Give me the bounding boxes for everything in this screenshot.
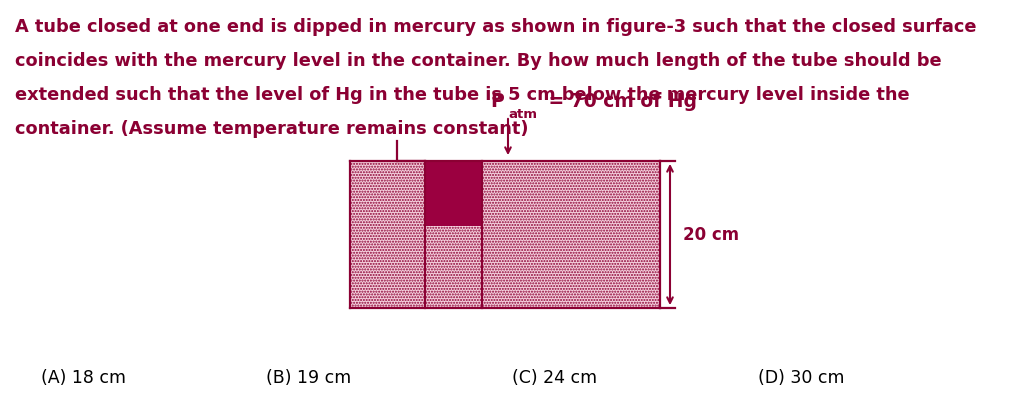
Bar (425, 161, 482, 226)
Text: 20 cm: 20 cm (683, 225, 739, 243)
Text: extended such that the level of Hg in the tube is 5 cm below the mercury level i: extended such that the level of Hg in th… (15, 86, 909, 104)
Bar (350, 161, 660, 308)
Text: = 70 cm of Hg: = 70 cm of Hg (542, 92, 697, 111)
Text: (A) 18 cm: (A) 18 cm (41, 369, 126, 387)
Text: (B) 19 cm: (B) 19 cm (266, 369, 351, 387)
Text: (C) 24 cm: (C) 24 cm (512, 369, 597, 387)
Text: $\mathbf{P}$: $\mathbf{P}$ (490, 92, 505, 111)
Text: A tube closed at one end is dipped in mercury as shown in figure-3 such that the: A tube closed at one end is dipped in me… (15, 18, 977, 36)
Text: (D) 30 cm: (D) 30 cm (758, 369, 844, 387)
Text: container. (Assume temperature remains constant): container. (Assume temperature remains c… (15, 120, 528, 138)
Text: atm: atm (508, 108, 537, 121)
Text: coincides with the mercury level in the container. By how much length of the tub: coincides with the mercury level in the … (15, 52, 942, 70)
Bar (425, 226, 482, 308)
